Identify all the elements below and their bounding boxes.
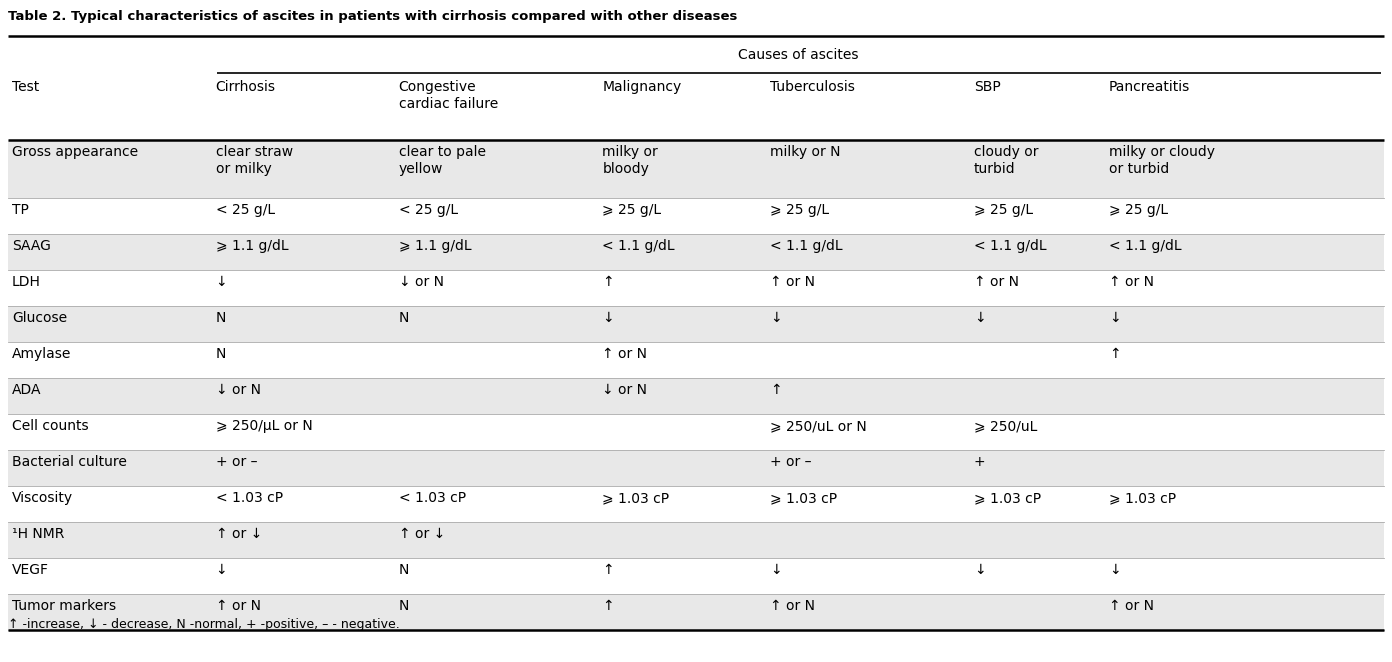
Text: ↓ or N: ↓ or N [216, 383, 260, 397]
Text: ADA: ADA [13, 383, 42, 397]
Text: ↑ or N: ↑ or N [216, 599, 260, 613]
Text: ⩾ 250/μL or N: ⩾ 250/μL or N [216, 419, 312, 433]
Text: ⩾ 25 g/L: ⩾ 25 g/L [1108, 203, 1168, 217]
Text: ⩾ 25 g/L: ⩾ 25 g/L [770, 203, 830, 217]
Text: + or –: + or – [770, 455, 812, 469]
Text: ↑: ↑ [603, 563, 614, 577]
Text: Pancreatitis: Pancreatitis [1108, 80, 1190, 94]
Text: Malignancy: Malignancy [603, 80, 682, 94]
Text: < 1.1 g/dL: < 1.1 g/dL [1108, 239, 1182, 253]
Text: ⩾ 250/uL: ⩾ 250/uL [974, 419, 1037, 433]
Text: ↑ or N: ↑ or N [770, 275, 816, 289]
Text: < 25 g/L: < 25 g/L [216, 203, 274, 217]
Text: milky or N: milky or N [770, 145, 841, 159]
Text: Test: Test [13, 80, 39, 94]
Text: ↓: ↓ [1108, 311, 1121, 325]
Text: ⩾ 1.1 g/dL: ⩾ 1.1 g/dL [216, 239, 288, 253]
Text: cloudy or
turbid: cloudy or turbid [974, 145, 1038, 176]
Text: Causes of ascites: Causes of ascites [738, 48, 857, 62]
Text: LDH: LDH [13, 275, 40, 289]
Bar [8, 306, 1384, 342]
Text: Cirrhosis: Cirrhosis [216, 80, 276, 94]
Text: SAAG: SAAG [13, 239, 52, 253]
Text: ↓: ↓ [1108, 563, 1121, 577]
Text: ¹H NMR: ¹H NMR [13, 527, 64, 541]
Text: ↑: ↑ [1108, 347, 1121, 361]
Text: ↑: ↑ [603, 599, 614, 613]
Text: ↓: ↓ [216, 275, 227, 289]
Text: ↑ or N: ↑ or N [770, 599, 816, 613]
Text: ⩾ 1.03 cP: ⩾ 1.03 cP [1108, 491, 1176, 505]
Text: +: + [974, 455, 986, 469]
Text: ↓: ↓ [770, 311, 782, 325]
Bar [8, 594, 1384, 630]
Text: + or –: + or – [216, 455, 258, 469]
Text: ↑ or ↓: ↑ or ↓ [398, 527, 445, 541]
Text: ↑ or ↓: ↑ or ↓ [216, 527, 262, 541]
Text: ⩾ 1.03 cP: ⩾ 1.03 cP [603, 491, 670, 505]
Text: milky or cloudy
or turbid: milky or cloudy or turbid [1108, 145, 1215, 176]
Text: TP: TP [13, 203, 29, 217]
Text: clear straw
or milky: clear straw or milky [216, 145, 292, 176]
Text: Amylase: Amylase [13, 347, 71, 361]
Text: ⩾ 1.1 g/dL: ⩾ 1.1 g/dL [398, 239, 472, 253]
Text: ↑ -increase, ↓ - decrease, N -normal, + -positive, – - negative.: ↑ -increase, ↓ - decrease, N -normal, + … [8, 618, 400, 631]
Text: N: N [398, 311, 409, 325]
Text: Table 2. Typical characteristics of ascites in patients with cirrhosis compared : Table 2. Typical characteristics of asci… [8, 10, 738, 23]
Text: Viscosity: Viscosity [13, 491, 74, 505]
Bar [8, 522, 1384, 558]
Text: N: N [398, 599, 409, 613]
Text: ⩾ 25 g/L: ⩾ 25 g/L [603, 203, 661, 217]
Text: Tuberculosis: Tuberculosis [770, 80, 855, 94]
Text: ⩾ 25 g/L: ⩾ 25 g/L [974, 203, 1033, 217]
Bar [8, 450, 1384, 486]
Text: ↓ or N: ↓ or N [398, 275, 444, 289]
Text: ⩾ 250/uL or N: ⩾ 250/uL or N [770, 419, 867, 433]
Text: Cell counts: Cell counts [13, 419, 89, 433]
Text: Tumor markers: Tumor markers [13, 599, 116, 613]
Text: Glucose: Glucose [13, 311, 67, 325]
Bar [8, 234, 1384, 270]
Text: ↑ or N: ↑ or N [974, 275, 1019, 289]
Text: < 1.03 cP: < 1.03 cP [216, 491, 283, 505]
Text: Bacterial culture: Bacterial culture [13, 455, 127, 469]
Text: ⩾ 1.03 cP: ⩾ 1.03 cP [974, 491, 1041, 505]
Text: ↓ or N: ↓ or N [603, 383, 647, 397]
Text: < 1.1 g/dL: < 1.1 g/dL [770, 239, 842, 253]
Bar [8, 378, 1384, 414]
Text: ↑: ↑ [603, 275, 614, 289]
Text: N: N [216, 311, 226, 325]
Text: ↓: ↓ [216, 563, 227, 577]
Text: milky or
bloody: milky or bloody [603, 145, 658, 176]
Text: ↑ or N: ↑ or N [1108, 275, 1154, 289]
Text: ⩾ 1.03 cP: ⩾ 1.03 cP [770, 491, 838, 505]
Text: < 1.03 cP: < 1.03 cP [398, 491, 466, 505]
Text: VEGF: VEGF [13, 563, 49, 577]
Text: ↑: ↑ [770, 383, 782, 397]
Text: ↓: ↓ [974, 311, 986, 325]
Text: < 1.1 g/dL: < 1.1 g/dL [974, 239, 1047, 253]
Text: ↓: ↓ [770, 563, 782, 577]
Text: < 1.1 g/dL: < 1.1 g/dL [603, 239, 675, 253]
Text: SBP: SBP [974, 80, 1001, 94]
Text: Congestive
cardiac failure: Congestive cardiac failure [398, 80, 498, 111]
Text: ↑ or N: ↑ or N [603, 347, 647, 361]
Bar [8, 140, 1384, 198]
Text: N: N [398, 563, 409, 577]
Text: ↓: ↓ [603, 311, 614, 325]
Text: ↓: ↓ [974, 563, 986, 577]
Text: clear to pale
yellow: clear to pale yellow [398, 145, 486, 176]
Text: Gross appearance: Gross appearance [13, 145, 138, 159]
Text: ↑ or N: ↑ or N [1108, 599, 1154, 613]
Text: N: N [216, 347, 226, 361]
Text: < 25 g/L: < 25 g/L [398, 203, 458, 217]
